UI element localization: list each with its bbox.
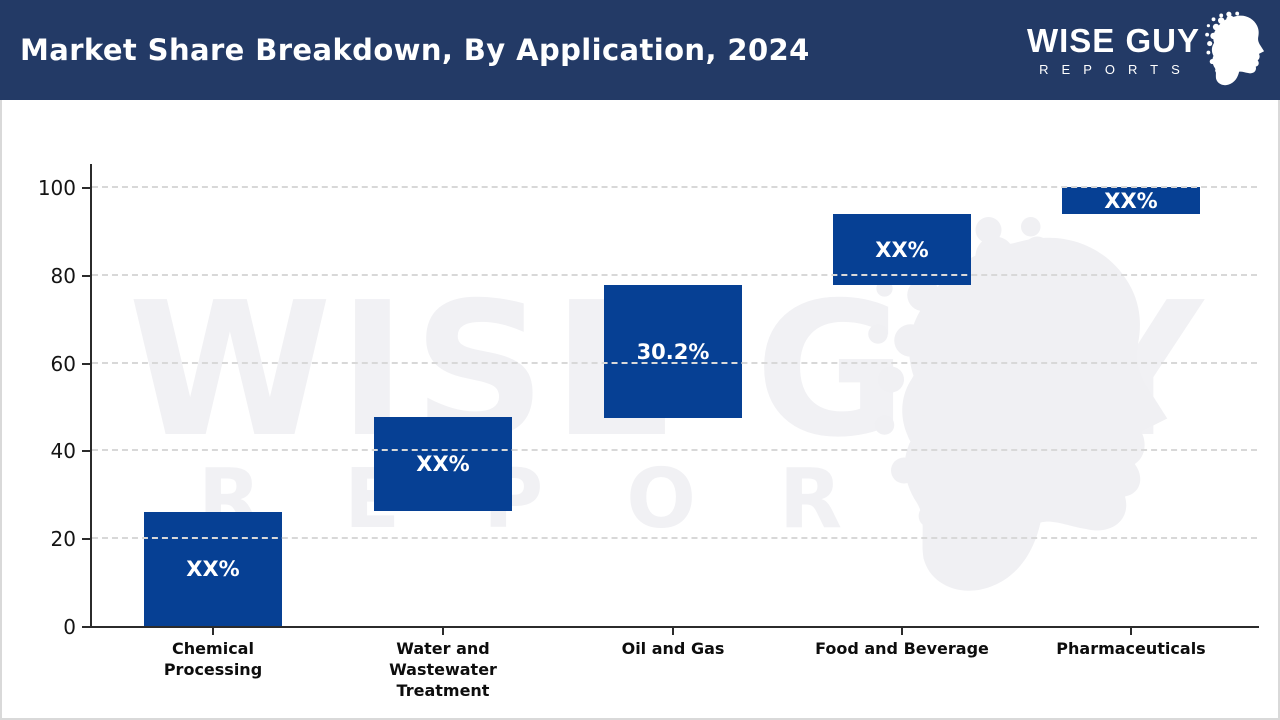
bar-value-label: XX% [1104,188,1158,213]
x-category-label-pharmaceuticals: Pharmaceuticals [1056,639,1206,658]
x-tick-mark [901,628,903,635]
gridline [92,362,1257,364]
bar-value-label: XX% [416,452,470,476]
gridline [92,274,1257,276]
logo-wordmark: WISE GUY [1026,21,1200,59]
logo-text: WISE GUY REPORTS [1027,24,1200,77]
bar-value-label: XX% [875,237,929,262]
bar-value-label: 30.2% [636,339,710,364]
x-tick-mark [212,628,214,635]
x-tick-mark [1130,628,1132,635]
y-tick-label: 0 [63,615,76,639]
y-tick-label: 20 [50,527,76,551]
gridline [92,537,1257,539]
y-tick-label: 80 [50,264,76,288]
logo-subtitle: REPORTS [1039,61,1193,77]
chart-area: WISE GUY REPORTS 020406080100XX%Chemical… [0,100,1280,720]
x-category-label-water-and-wastewater-treatment: Water and Wastewater Treatment [389,639,497,700]
bar-food-and-beverage: XX% [833,214,971,285]
header-bar: Market Share Breakdown, By Application, … [0,0,1280,100]
waterfall-chart: 0 20 40 60 80 100 XX% Chemical Processing XX% Wat… [2,100,1278,718]
wise-guy-logo: WISE GUY REPORTS [1027,7,1266,93]
x-axis-line [90,626,1259,628]
x-tick-mark [442,628,444,635]
y-tick-label: 40 [50,439,76,463]
x-tick-mark [672,628,674,635]
bar-oil-and-gas: 30.2% [604,285,742,418]
bar-water-and-wastewater-treatment: XX% [374,417,512,511]
y-tick-mark [82,363,90,365]
y-tick-mark [82,275,90,277]
y-tick-mark [82,538,90,540]
gridline [92,186,1257,188]
bar-chemical-processing: XX% [144,512,282,626]
y-axis-line [90,164,92,628]
x-category-label-food-and-beverage: Food and Beverage [815,639,989,658]
logo-head-icon [1202,7,1266,93]
x-category-label-oil-and-gas: Oil and Gas [621,639,725,658]
gridline [92,449,1257,451]
y-tick-label: 100 [37,176,76,200]
x-category-label-chemical-processing: Chemical Processing [163,639,263,679]
y-tick-label: 60 [50,352,76,376]
y-tick-mark [82,626,90,628]
page-title: Market Share Breakdown, By Application, … [20,33,810,67]
y-tick-mark [82,187,90,189]
bar-value-label: XX% [186,557,240,581]
bar-pharmaceuticals: XX% [1062,187,1200,214]
y-tick-mark [82,450,90,452]
